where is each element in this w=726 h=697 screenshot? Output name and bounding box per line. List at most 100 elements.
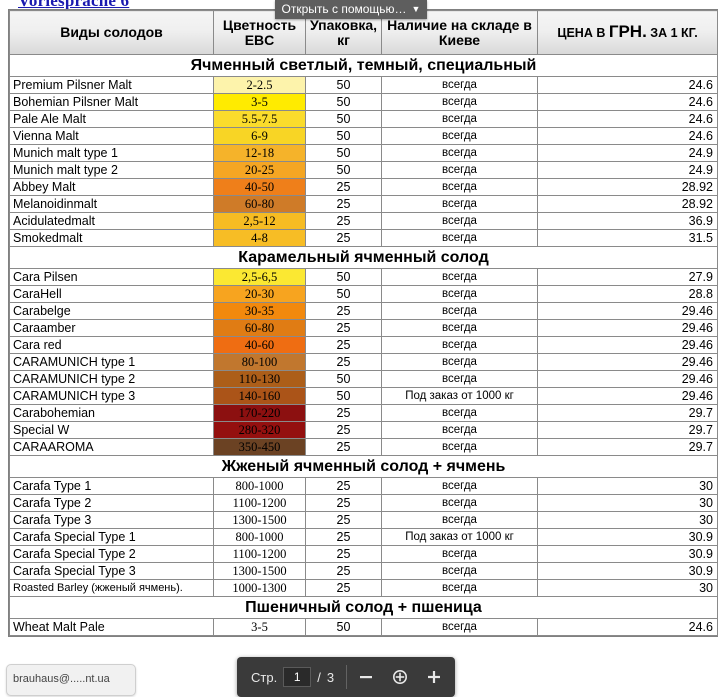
cell-package-weight: 25 (305, 353, 382, 371)
cell-price: 29.7 (537, 438, 718, 456)
cell-package-weight: 50 (305, 161, 382, 179)
cell-package-weight: 25 (305, 195, 382, 213)
cell-malt-name: CARAAROMA (9, 438, 214, 456)
cell-price: 29.7 (537, 404, 718, 422)
cell-ebc-color: 110-130 (213, 370, 306, 388)
cell-malt-name: CARAMUNICH type 2 (9, 370, 214, 388)
cell-package-weight: 25 (305, 336, 382, 354)
table-row: Carabohemian 170-220 25 всегда 29.7 (9, 404, 718, 422)
section-title-row: Карамельный ячменный солод (9, 246, 718, 269)
cell-package-weight: 50 (305, 76, 382, 94)
cell-availability: всегда (381, 302, 538, 320)
table-row: Vienna Malt 6-9 50 всегда 24.6 (9, 127, 718, 145)
cell-ebc-color: 1100-1200 (213, 494, 306, 512)
section-title-row: Жженый ячменный солод + ячмень (9, 455, 718, 478)
cell-availability: всегда (381, 618, 538, 636)
table-row: Carafa Type 2 1100-1200 25 всегда 30 (9, 494, 718, 512)
cell-price: 24.6 (537, 93, 718, 111)
column-header-price: ЦЕНА В ГРН. ЗА 1 КГ. (537, 10, 718, 55)
table-row: Cara red 40-60 25 всегда 29.46 (9, 336, 718, 354)
table-row: Carabelge 30-35 25 всегда 29.46 (9, 302, 718, 320)
cell-price: 30 (537, 579, 718, 597)
cell-availability: всегда (381, 579, 538, 597)
table-row: Carafa Special Type 1 800-1000 25 Под заказ… (9, 528, 718, 546)
minus-icon[interactable] (349, 660, 383, 694)
cell-availability: всегда (381, 212, 538, 230)
cell-malt-name: Carafa Special Type 1 (9, 528, 214, 546)
section-title: Пшеничный солод + пшеница (9, 596, 718, 619)
cell-package-weight: 25 (305, 319, 382, 337)
page-label: Стр. (251, 669, 278, 685)
cell-malt-name: Carafa Special Type 3 (9, 562, 214, 580)
cell-price: 28.92 (537, 195, 718, 213)
cell-ebc-color: 280-320 (213, 421, 306, 439)
cell-price: 29.46 (537, 387, 718, 405)
cell-price: 27.9 (537, 268, 718, 286)
cell-price: 29.46 (537, 319, 718, 337)
total-pages-label: 3 (326, 669, 335, 685)
cell-malt-name: Carabelge (9, 302, 214, 320)
cell-malt-name: Bohemian Pilsner Malt (9, 93, 214, 111)
cell-price: 29.46 (537, 302, 718, 320)
section-title-row: Ячменный светлый, темный, специальный (9, 54, 718, 77)
cell-price: 24.6 (537, 127, 718, 145)
cell-availability: всегда (381, 511, 538, 529)
cell-price: 28.8 (537, 285, 718, 303)
cell-ebc-color: 3-5 (213, 618, 306, 636)
open-with-label: Открыть с помощью… (281, 2, 407, 16)
cell-ebc-color: 40-50 (213, 178, 306, 196)
price-header-suffix: ЗА 1 КГ. (646, 26, 698, 40)
cell-ebc-color: 20-30 (213, 285, 306, 303)
cell-ebc-color: 170-220 (213, 404, 306, 422)
cell-availability: всегда (381, 285, 538, 303)
cell-price: 24.6 (537, 110, 718, 128)
cell-availability: всегда (381, 336, 538, 354)
table-row: Carafa Type 1 800-1000 25 всегда 30 (9, 477, 718, 495)
cell-package-weight: 50 (305, 387, 382, 405)
cell-package-weight: 25 (305, 421, 382, 439)
page-number-input[interactable]: 1 (283, 667, 312, 687)
cell-ebc-color: 2,5-6,5 (213, 268, 306, 286)
cell-package-weight: 25 (305, 302, 382, 320)
cell-ebc-color: 4-8 (213, 229, 306, 247)
cell-malt-name: Cara Pilsen (9, 268, 214, 286)
cell-package-weight: 25 (305, 579, 382, 597)
section-title: Ячменный светлый, темный, специальный (9, 54, 718, 77)
cell-availability: всегда (381, 438, 538, 456)
price-header-prefix: ЦЕНА В (557, 26, 609, 40)
cell-package-weight: 25 (305, 212, 382, 230)
cell-ebc-color: 1300-1500 (213, 562, 306, 580)
cell-availability: Под заказ от 1000 кг (381, 528, 538, 546)
cell-price: 29.7 (537, 421, 718, 439)
table-header-row: Виды солодов Цветность EBC Упаковка, кг … (9, 10, 718, 55)
cell-package-weight: 50 (305, 285, 382, 303)
open-with-button[interactable]: Открыть с помощью… ▼ (275, 0, 427, 19)
cell-availability: всегда (381, 545, 538, 563)
cell-price: 30 (537, 494, 718, 512)
cell-malt-name: Carafa Type 1 (9, 477, 214, 495)
table-body: Виды солодов Цветность EBC Упаковка, кг … (9, 10, 718, 636)
cell-ebc-color: 6-9 (213, 127, 306, 145)
cell-availability: всегда (381, 93, 538, 111)
cell-availability: всегда (381, 562, 538, 580)
cell-availability: всегда (381, 353, 538, 371)
zoom-fit-icon[interactable] (383, 660, 417, 694)
cell-malt-name: Wheat Malt Pale (9, 618, 214, 636)
cell-ebc-color: 12-18 (213, 144, 306, 162)
cell-package-weight: 25 (305, 477, 382, 495)
cell-ebc-color: 30-35 (213, 302, 306, 320)
cell-package-weight: 25 (305, 178, 382, 196)
cell-price: 36.9 (537, 212, 718, 230)
page-separator: / (317, 669, 321, 685)
cell-package-weight: 50 (305, 370, 382, 388)
cell-malt-name: CARAMUNICH type 1 (9, 353, 214, 371)
cell-ebc-color: 2-2.5 (213, 76, 306, 94)
cell-ebc-color: 140-160 (213, 387, 306, 405)
cell-ebc-color: 2,5-12 (213, 212, 306, 230)
cell-price: 29.46 (537, 370, 718, 388)
cell-availability: Под заказ от 1000 кг (381, 387, 538, 405)
cell-ebc-color: 1100-1200 (213, 545, 306, 563)
plus-icon[interactable] (417, 660, 451, 694)
cell-malt-name: Caraamber (9, 319, 214, 337)
cell-package-weight: 25 (305, 562, 382, 580)
